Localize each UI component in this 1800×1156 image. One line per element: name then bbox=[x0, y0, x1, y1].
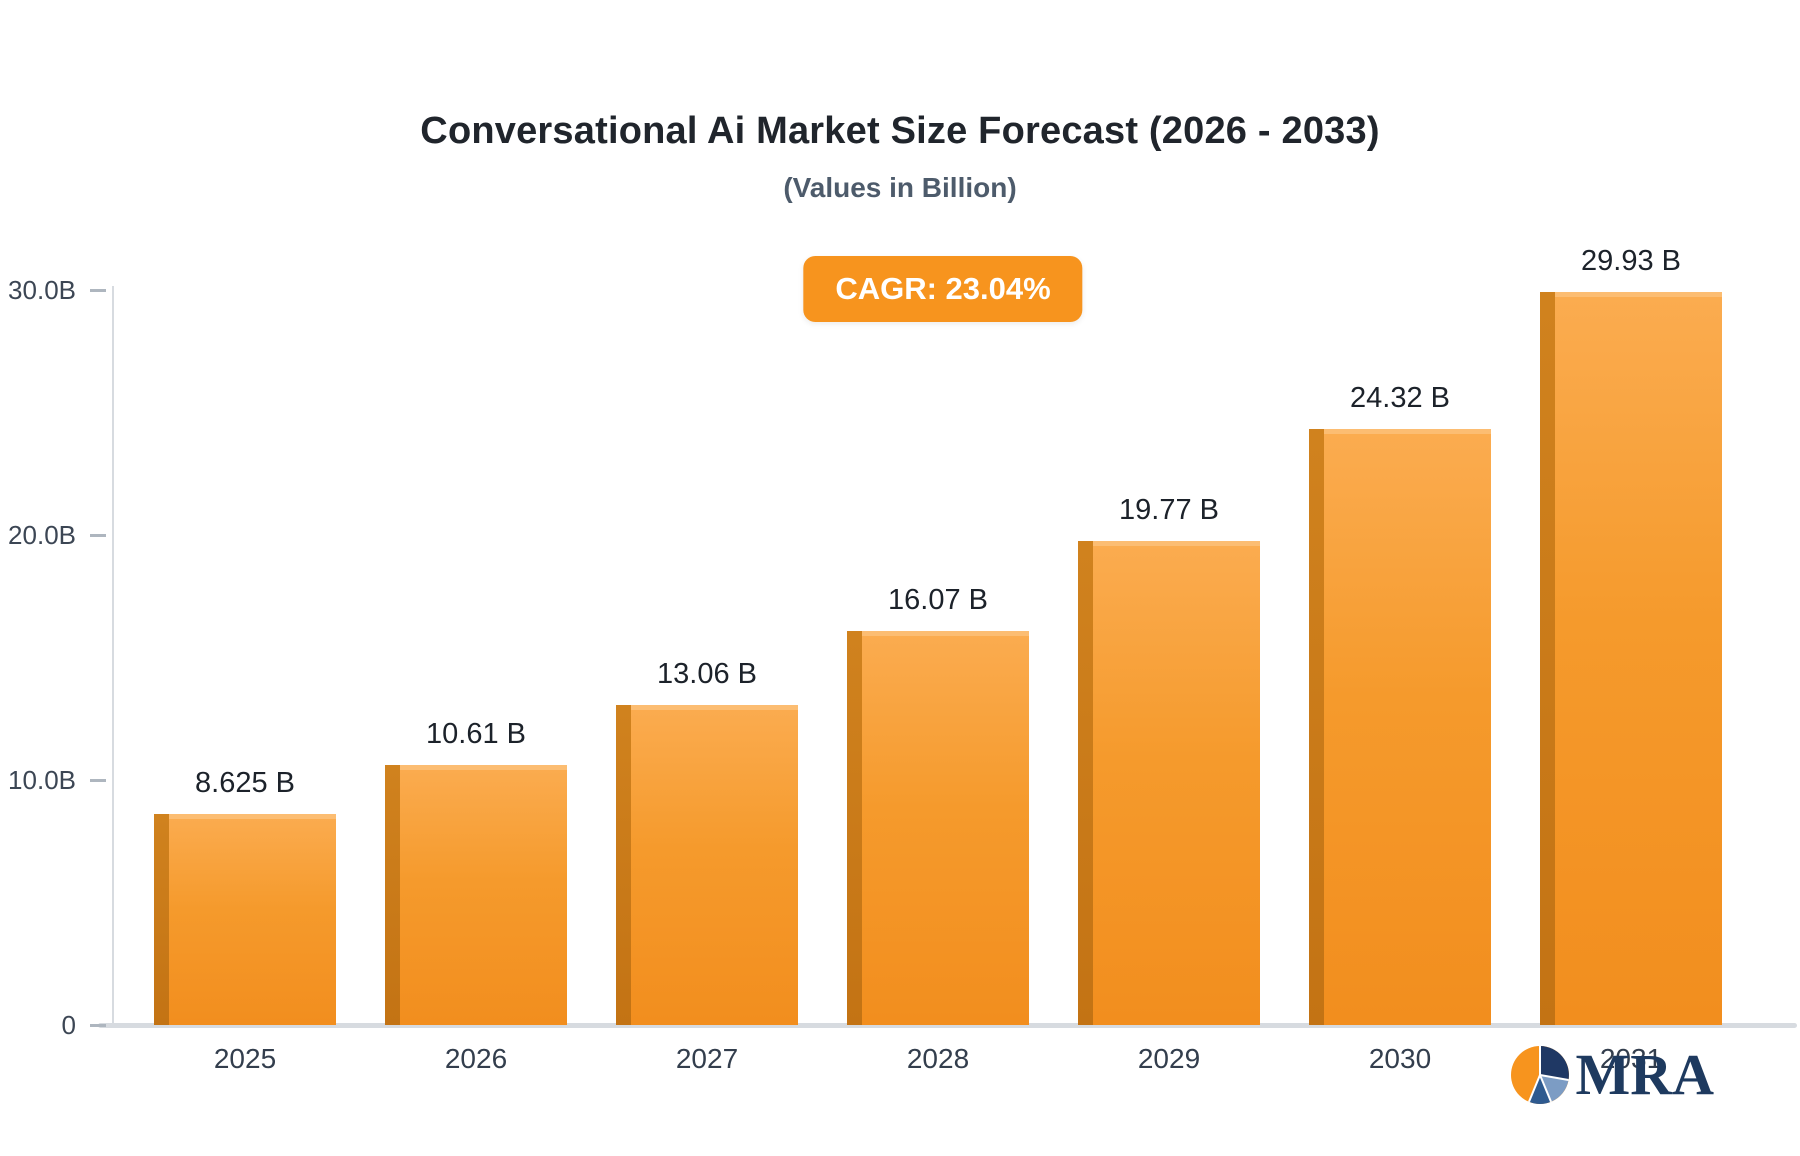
y-axis-tick: 10.0B bbox=[8, 765, 112, 795]
bar-2030 bbox=[1309, 429, 1491, 1025]
bar-value-label: 19.77 B bbox=[1119, 493, 1219, 526]
bar-slot-2029: 19.77 B 2029 bbox=[1078, 290, 1260, 1074]
bar-value-label: 29.93 B bbox=[1581, 244, 1681, 277]
bar-slot-2028: 16.07 B 2028 bbox=[847, 290, 1029, 1074]
x-axis-label: 2026 bbox=[444, 1043, 508, 1074]
plot-area: 30.0B 20.0B 10.0B 0 8.625 B 2025 10.61 B 2026 13… bbox=[8, 245, 1797, 1074]
bar-2028 bbox=[847, 631, 1029, 1025]
x-axis-label: 2028 bbox=[906, 1043, 970, 1074]
chart-subtitle: (Values in Billion) bbox=[783, 172, 1017, 203]
y-axis-tick-label: 0 bbox=[61, 1009, 76, 1040]
bar-slot-2027: 13.06 B 2027 bbox=[616, 290, 798, 1074]
x-axis-label: 2025 bbox=[213, 1043, 277, 1074]
mra-logo-text: MRA bbox=[1575, 1042, 1714, 1107]
bar-slot-2025: 8.625 B 2025 bbox=[154, 290, 336, 1074]
y-axis-tick-mark bbox=[90, 533, 106, 537]
x-axis-label: 2030 bbox=[1368, 1043, 1432, 1074]
x-axis-line bbox=[98, 1023, 1797, 1028]
bar-2027 bbox=[616, 705, 798, 1025]
y-axis-tick-label: 10.0B bbox=[8, 764, 76, 795]
bar-2025 bbox=[154, 813, 336, 1026]
bar-2031 bbox=[1540, 291, 1722, 1026]
y-axis-tick-mark bbox=[90, 778, 106, 782]
y-axis-line bbox=[112, 286, 114, 1025]
bar-slot-2030: 24.32 B 2030 bbox=[1309, 290, 1491, 1074]
bar-2026 bbox=[385, 765, 567, 1025]
x-axis-label: 2031 bbox=[1599, 1043, 1663, 1074]
bar-value-label: 10.61 B bbox=[426, 718, 526, 751]
bar-slot-2031: 29.93 B 2031 bbox=[1540, 245, 1722, 1074]
y-axis-tick: 20.0B bbox=[8, 520, 112, 550]
bar-2029 bbox=[1078, 540, 1260, 1026]
cagr-badge: CAGR: 23.04% bbox=[803, 256, 1083, 322]
bar-slot-2026: 10.61 B 2026 bbox=[385, 290, 567, 1074]
mra-logo-icon bbox=[1511, 1046, 1570, 1104]
y-axis-tick: 0 bbox=[12, 1010, 112, 1040]
y-axis-tick-label: 20.0B bbox=[8, 519, 76, 550]
chart-title: Conversational Ai Market Size Forecast (… bbox=[420, 110, 1380, 152]
x-axis-label: 2029 bbox=[1137, 1043, 1201, 1074]
x-axis-label: 2027 bbox=[675, 1043, 739, 1074]
mra-logo: MRA bbox=[1509, 1044, 1714, 1106]
y-axis-tick-mark bbox=[90, 288, 106, 292]
bar-value-label: 8.625 B bbox=[195, 766, 295, 799]
y-axis-tick-mark bbox=[90, 1023, 106, 1027]
bar-value-label: 24.32 B bbox=[1350, 382, 1450, 415]
y-axis-tick: 30.0B bbox=[8, 275, 112, 305]
bar-value-label: 13.06 B bbox=[657, 658, 757, 691]
bar-value-label: 16.07 B bbox=[888, 584, 988, 617]
y-axis-tick-label: 30.0B bbox=[8, 274, 76, 305]
